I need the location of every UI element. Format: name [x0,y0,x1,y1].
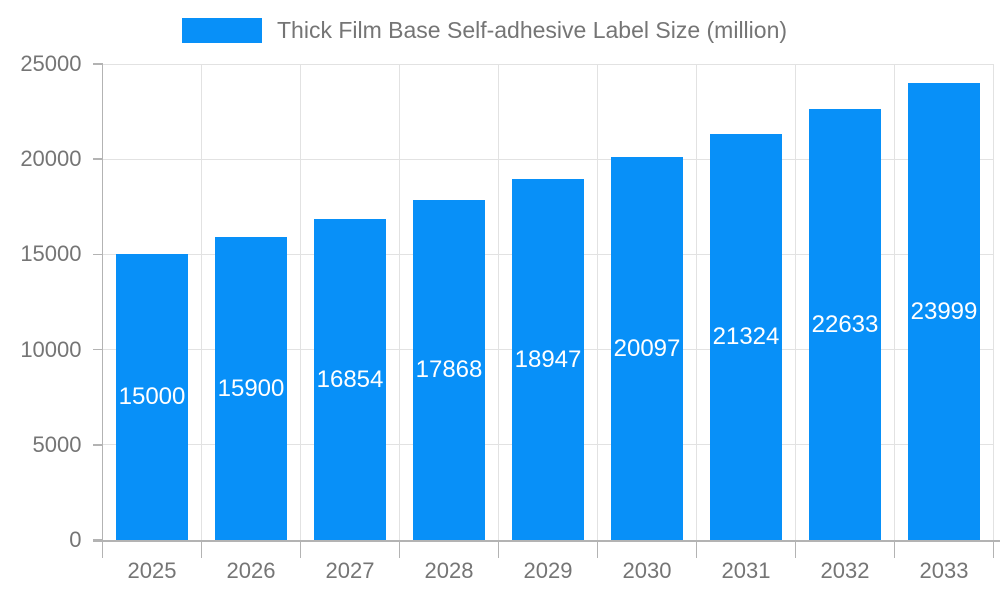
h-gridline [102,158,994,160]
y-axis-label: 25000 [20,51,82,76]
x-axis-tick [398,540,401,558]
x-axis-tick [299,540,302,558]
bar-2025[interactable] [116,254,188,540]
x-axis-label: 2032 [820,558,870,583]
y-axis-tick [92,158,103,160]
bar-value-label: 20097 [613,334,681,362]
x-axis-label: 2028 [424,558,474,583]
v-gridline [399,64,400,540]
x-axis-tick [794,540,797,558]
x-axis-label: 2033 [919,558,969,583]
y-axis-line [101,64,104,540]
v-gridline [597,64,598,540]
bar-2026[interactable] [215,237,287,540]
x-axis-label: 2031 [721,558,771,583]
bar-2027[interactable] [314,219,386,540]
h-gridline [102,63,994,65]
bar-value-label: 22633 [811,310,879,338]
bar-value-label: 17868 [415,355,483,383]
v-gridline [894,64,895,540]
y-axis-tick [92,63,103,65]
bar-2031[interactable] [710,133,782,540]
bar-value-label: 21324 [712,322,780,350]
v-gridline [300,64,301,540]
x-axis-label: 2027 [325,558,375,583]
bar-value-label: 18947 [514,345,582,373]
y-axis-label: 20000 [20,146,82,172]
y-axis-tick [92,444,103,446]
v-gridline [498,64,499,540]
bar-value-label: 15900 [217,374,285,402]
bar-2033[interactable] [908,83,980,540]
x-axis-line [92,540,1000,542]
bar-value-label: 23999 [910,297,978,325]
x-axis-tick [992,540,995,558]
x-axis-label: 2026 [226,558,276,583]
v-gridline [696,64,697,540]
legend-label: Thick Film Base Self-adhesive Label Size… [277,17,788,43]
y-axis-tick [92,253,103,256]
x-axis-tick [101,540,104,558]
bar-2029[interactable] [512,179,584,540]
y-axis-label: 0 [69,527,82,552]
x-axis-tick [695,540,698,558]
bar-value-label: 16854 [316,365,384,393]
x-axis-label: 2030 [622,558,672,583]
y-axis-label: 5000 [32,431,82,457]
y-axis-tick [92,348,103,351]
bar-2032[interactable] [809,109,881,540]
x-axis-tick [200,540,203,558]
x-axis-tick [497,540,500,558]
bar-value-label: 15000 [118,383,186,411]
x-axis-label: 2025 [127,558,177,583]
bar-2030[interactable] [611,157,683,540]
y-axis-label: 15000 [20,241,82,267]
x-axis-tick [596,540,599,558]
x-axis-label: 2029 [523,558,573,583]
legend[interactable]: Thick Film Base Self-adhesive Label Size… [182,17,787,44]
x-axis-tick [893,540,896,558]
legend-swatch [182,18,262,43]
v-gridline [795,64,796,540]
v-gridline [201,64,202,540]
v-gridline [993,64,994,540]
y-axis-label: 10000 [20,336,82,362]
bar-2028[interactable] [413,199,485,540]
